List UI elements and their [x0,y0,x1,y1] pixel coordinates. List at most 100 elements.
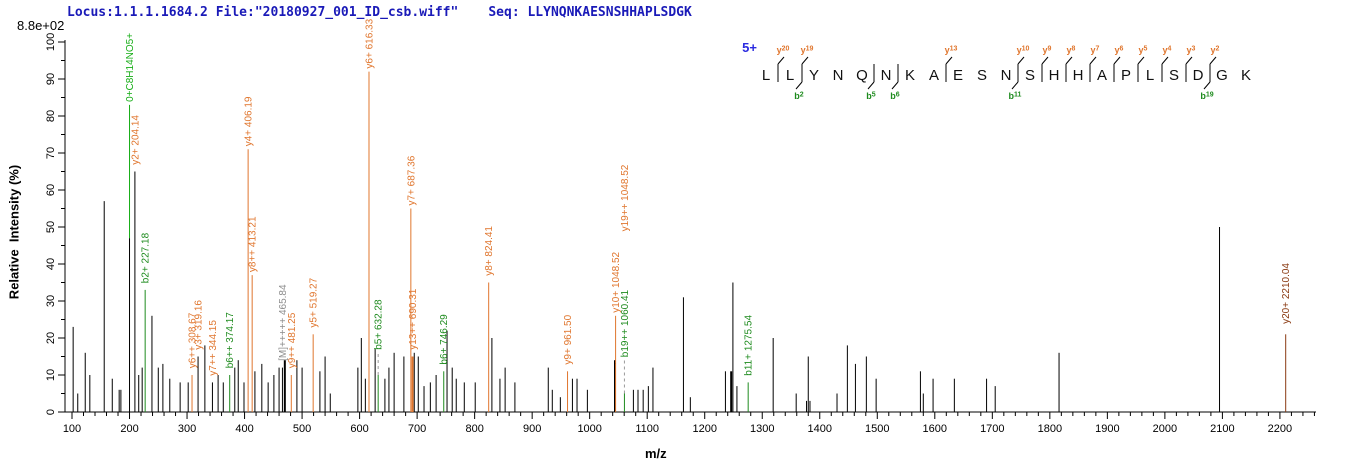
residue-letter: D [1193,67,1204,84]
y-ion-flag-label: y2 [1211,45,1220,55]
residue-letter: N [833,67,844,84]
peak-ion-label: y10+ 1048.52 [611,251,622,312]
x-tick-label: 1100 [635,423,659,435]
peak-ion-label: b5+ 632.28 [374,299,385,350]
peak-ion-label: y4+ 406.19 [244,96,255,146]
y-ion-flag-label: y20 [777,45,790,55]
y-tick-label: 30 [45,295,57,307]
peak-ion-label: b6++ 374.17 [225,312,236,369]
residue-letter: S [1025,67,1035,84]
x-tick-label: 1500 [865,423,889,435]
charge-state-label: 5+ [742,40,757,55]
b-ion-flag [1203,81,1211,90]
x-tick-label: 2200 [1268,423,1292,435]
x-tick-label: 800 [465,423,483,435]
residue-letter: S [977,67,987,84]
y-ion-flag-label: y5 [1139,45,1148,55]
y-ion-flag [1209,56,1217,65]
y-ion-flag-label: y8 [1067,45,1076,55]
residue-letter: N [1001,67,1012,84]
locus-file-label: Locus:1.1.1.1684.2 File:"20180927_001_ID… [67,5,459,20]
x-tick-label: 200 [120,423,138,435]
x-axis-title: m/z [645,446,667,461]
base-peak-intensity-label: 8.8e+02 [17,18,65,33]
peak-ion-label: y6++ 308.67 [188,312,199,368]
y-tick-label: 0 [45,409,57,415]
sequence-label: Seq: LLYNQNKAESNSHHAPLSDGK [488,5,692,20]
peak-ion-label: 0+C8H14NO5+ [125,33,136,102]
b-ion-flag [795,81,803,90]
y-tick-label: 70 [45,147,57,159]
b-ion-flag [1011,81,1019,90]
y-ion-flag-label: y9 [1043,45,1052,55]
x-tick-label: 1200 [692,423,716,435]
residue-letter: H [1073,67,1084,84]
y-ion-flag [1017,56,1025,65]
y-ion-flag [1137,56,1145,65]
peak-ion-label: y13++ 690.31 [408,288,419,350]
residue-letter: K [905,67,915,84]
peak-ion-label: y9+ 961.50 [563,314,574,364]
b-ion-flag [867,81,875,90]
peak-ion-label: b6+ 746.29 [439,314,450,365]
residue-letter: A [1097,67,1107,84]
y-tick-label: 60 [45,184,57,196]
x-tick-label: 900 [523,423,541,435]
x-tick-label: 1800 [1038,423,1062,435]
y-tick-label: 100 [45,33,57,51]
y-tick-label: 40 [45,258,57,270]
y-ion-flag [945,56,953,65]
peak-ion-label: y7+ 687.36 [406,155,417,205]
y-ion-flag [1089,56,1097,65]
peak-ion-label: y2+ 204.14 [130,115,141,165]
peak-ion-label: y9++ 481.25 [287,312,298,368]
residue-letter: L [1146,67,1154,84]
y-ion-flag [1041,56,1049,65]
peak-ion-label: y7++ 344.15 [208,320,219,376]
residue-letter: G [1216,67,1228,84]
peak-ion-label: b19++ 1060.41 [620,289,631,357]
x-tick-label: 1000 [577,423,601,435]
y-tick-label: 10 [45,369,57,381]
residue-letter: Y [809,67,819,84]
peak-ion-label: y6+ 616.33 [364,18,375,68]
x-tick-label: 1400 [808,423,832,435]
x-tick-label: 1600 [923,423,947,435]
residue-letter: P [1121,67,1131,84]
peak-ion-label: y20+ 2210.04 [1281,263,1292,324]
b-ion-flag [891,81,899,90]
residue-letter: K [1241,67,1251,84]
y-ion-flag [1113,56,1121,65]
residue-letter: Q [856,67,868,84]
y-tick-label: 20 [45,332,57,344]
b-ion-flag-label: b2 [794,91,804,101]
x-tick-label: 100 [63,423,81,435]
y-ion-flag-label: y10 [1017,45,1030,55]
y-ion-flag [777,56,785,65]
peak-ion-label: y19++ 1048.52 [620,164,631,231]
residue-letter: S [1169,67,1179,84]
residue-letter: L [786,67,794,84]
x-tick-label: 2000 [1153,423,1177,435]
y-ion-flag [1161,56,1169,65]
x-tick-label: 2100 [1210,423,1234,435]
residue-letter: A [929,67,939,84]
x-tick-label: 1700 [980,423,1004,435]
residue-letter: E [953,67,963,84]
peak-ion-label: b11+ 1275.54 [744,315,755,376]
header: Locus:1.1.1.1684.2 File:"20180927_001_ID… [67,5,692,20]
peak-ion-label: b2+ 227.18 [141,232,152,283]
y-ion-flag [801,56,809,65]
peak-ion-label: y8++ 413.21 [248,216,259,272]
x-tick-label: 700 [408,423,426,435]
peak-ion-label: y5+ 519.27 [309,277,320,327]
x-tick-label: 400 [235,423,253,435]
y-ion-flag-label: y3 [1187,45,1196,55]
x-tick-label: 1300 [750,423,774,435]
y-tick-label: 50 [45,221,57,233]
y-tick-label: 90 [45,73,57,85]
peak-ion-label: y8+ 824.41 [484,226,495,276]
residue-letter: L [762,67,770,84]
